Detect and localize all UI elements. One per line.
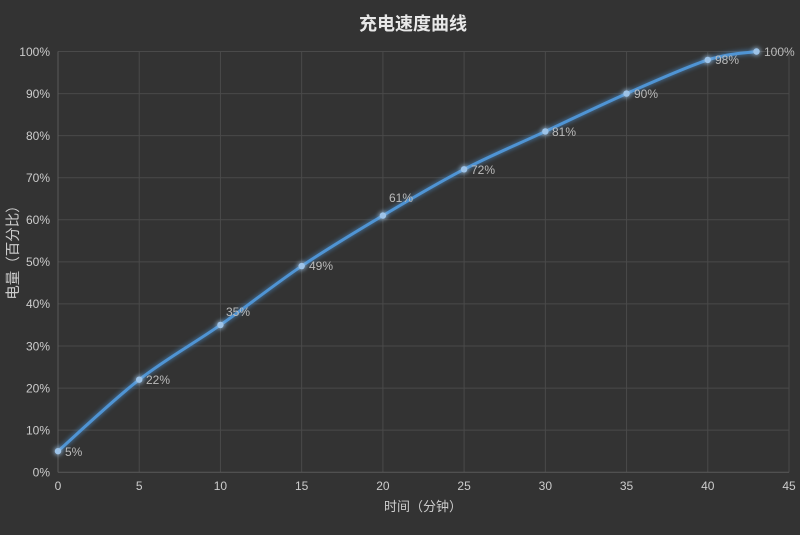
svg-text:98%: 98% <box>715 53 739 67</box>
svg-text:40: 40 <box>701 479 715 493</box>
svg-text:90%: 90% <box>26 87 50 101</box>
svg-text:61%: 61% <box>389 191 413 205</box>
svg-text:81%: 81% <box>552 125 576 139</box>
svg-text:80%: 80% <box>26 129 50 143</box>
svg-text:22%: 22% <box>146 373 170 387</box>
svg-text:90%: 90% <box>634 87 658 101</box>
svg-text:电量（百分比）: 电量（百分比） <box>2 198 23 300</box>
svg-text:25: 25 <box>457 479 471 493</box>
svg-text:100%: 100% <box>764 45 795 59</box>
svg-text:5: 5 <box>136 479 143 493</box>
svg-text:时间（分钟）: 时间（分钟） <box>384 496 462 515</box>
svg-text:充电速度曲线: 充电速度曲线 <box>359 10 467 36</box>
svg-text:35%: 35% <box>226 305 250 319</box>
svg-text:0: 0 <box>55 479 62 493</box>
svg-text:45: 45 <box>782 479 796 493</box>
svg-text:20%: 20% <box>26 381 50 395</box>
svg-text:72%: 72% <box>471 163 495 177</box>
svg-text:0%: 0% <box>33 466 51 480</box>
svg-text:40%: 40% <box>26 297 50 311</box>
svg-text:10: 10 <box>214 479 228 493</box>
svg-text:20: 20 <box>376 479 390 493</box>
svg-text:50%: 50% <box>26 255 50 269</box>
svg-text:30%: 30% <box>26 339 50 353</box>
svg-text:10%: 10% <box>26 423 50 437</box>
svg-text:70%: 70% <box>26 171 50 185</box>
svg-text:100%: 100% <box>19 45 50 59</box>
svg-text:35: 35 <box>620 479 634 493</box>
svg-text:15: 15 <box>295 479 309 493</box>
svg-text:60%: 60% <box>26 213 50 227</box>
svg-text:49%: 49% <box>309 259 333 273</box>
svg-text:30: 30 <box>539 479 553 493</box>
svg-text:5%: 5% <box>65 445 83 459</box>
